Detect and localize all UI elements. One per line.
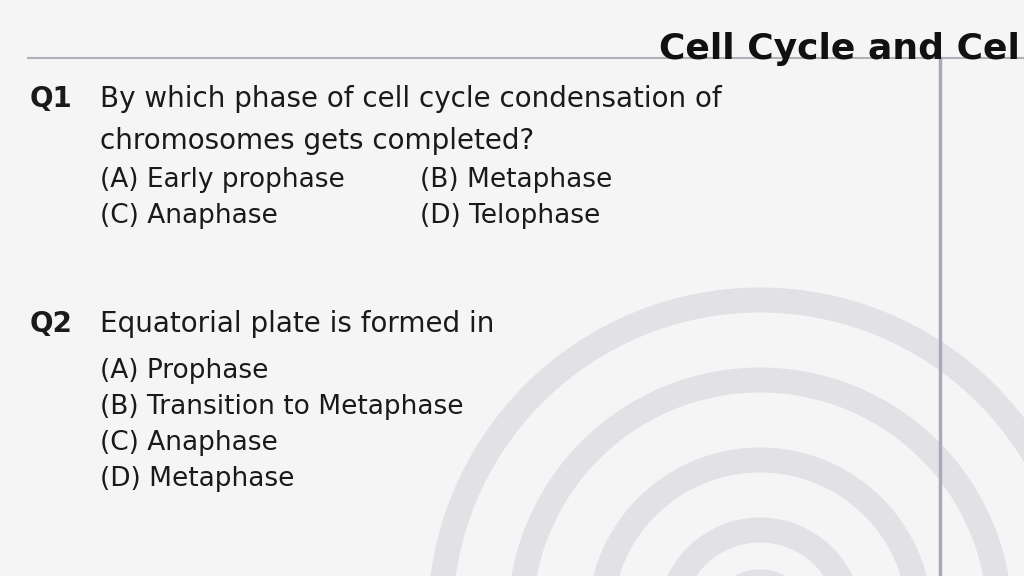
Circle shape — [710, 570, 810, 576]
Text: (C) Anaphase: (C) Anaphase — [100, 430, 278, 456]
Text: Cell Cycle and Cel: Cell Cycle and Cel — [659, 32, 1020, 66]
Text: (B) Transition to Metaphase: (B) Transition to Metaphase — [100, 394, 464, 420]
Text: Q2: Q2 — [30, 310, 73, 338]
Text: Equatorial plate is formed in: Equatorial plate is formed in — [100, 310, 495, 338]
Text: (C) Anaphase: (C) Anaphase — [100, 203, 278, 229]
Text: (D) Telophase: (D) Telophase — [420, 203, 600, 229]
Text: Q1: Q1 — [30, 85, 73, 113]
Text: (A) Prophase: (A) Prophase — [100, 358, 268, 384]
Text: (B) Metaphase: (B) Metaphase — [420, 167, 612, 193]
Text: By which phase of cell cycle condensation of: By which phase of cell cycle condensatio… — [100, 85, 722, 113]
Text: (A) Early prophase: (A) Early prophase — [100, 167, 345, 193]
Text: (D) Metaphase: (D) Metaphase — [100, 466, 294, 492]
Text: chromosomes gets completed?: chromosomes gets completed? — [100, 127, 535, 155]
